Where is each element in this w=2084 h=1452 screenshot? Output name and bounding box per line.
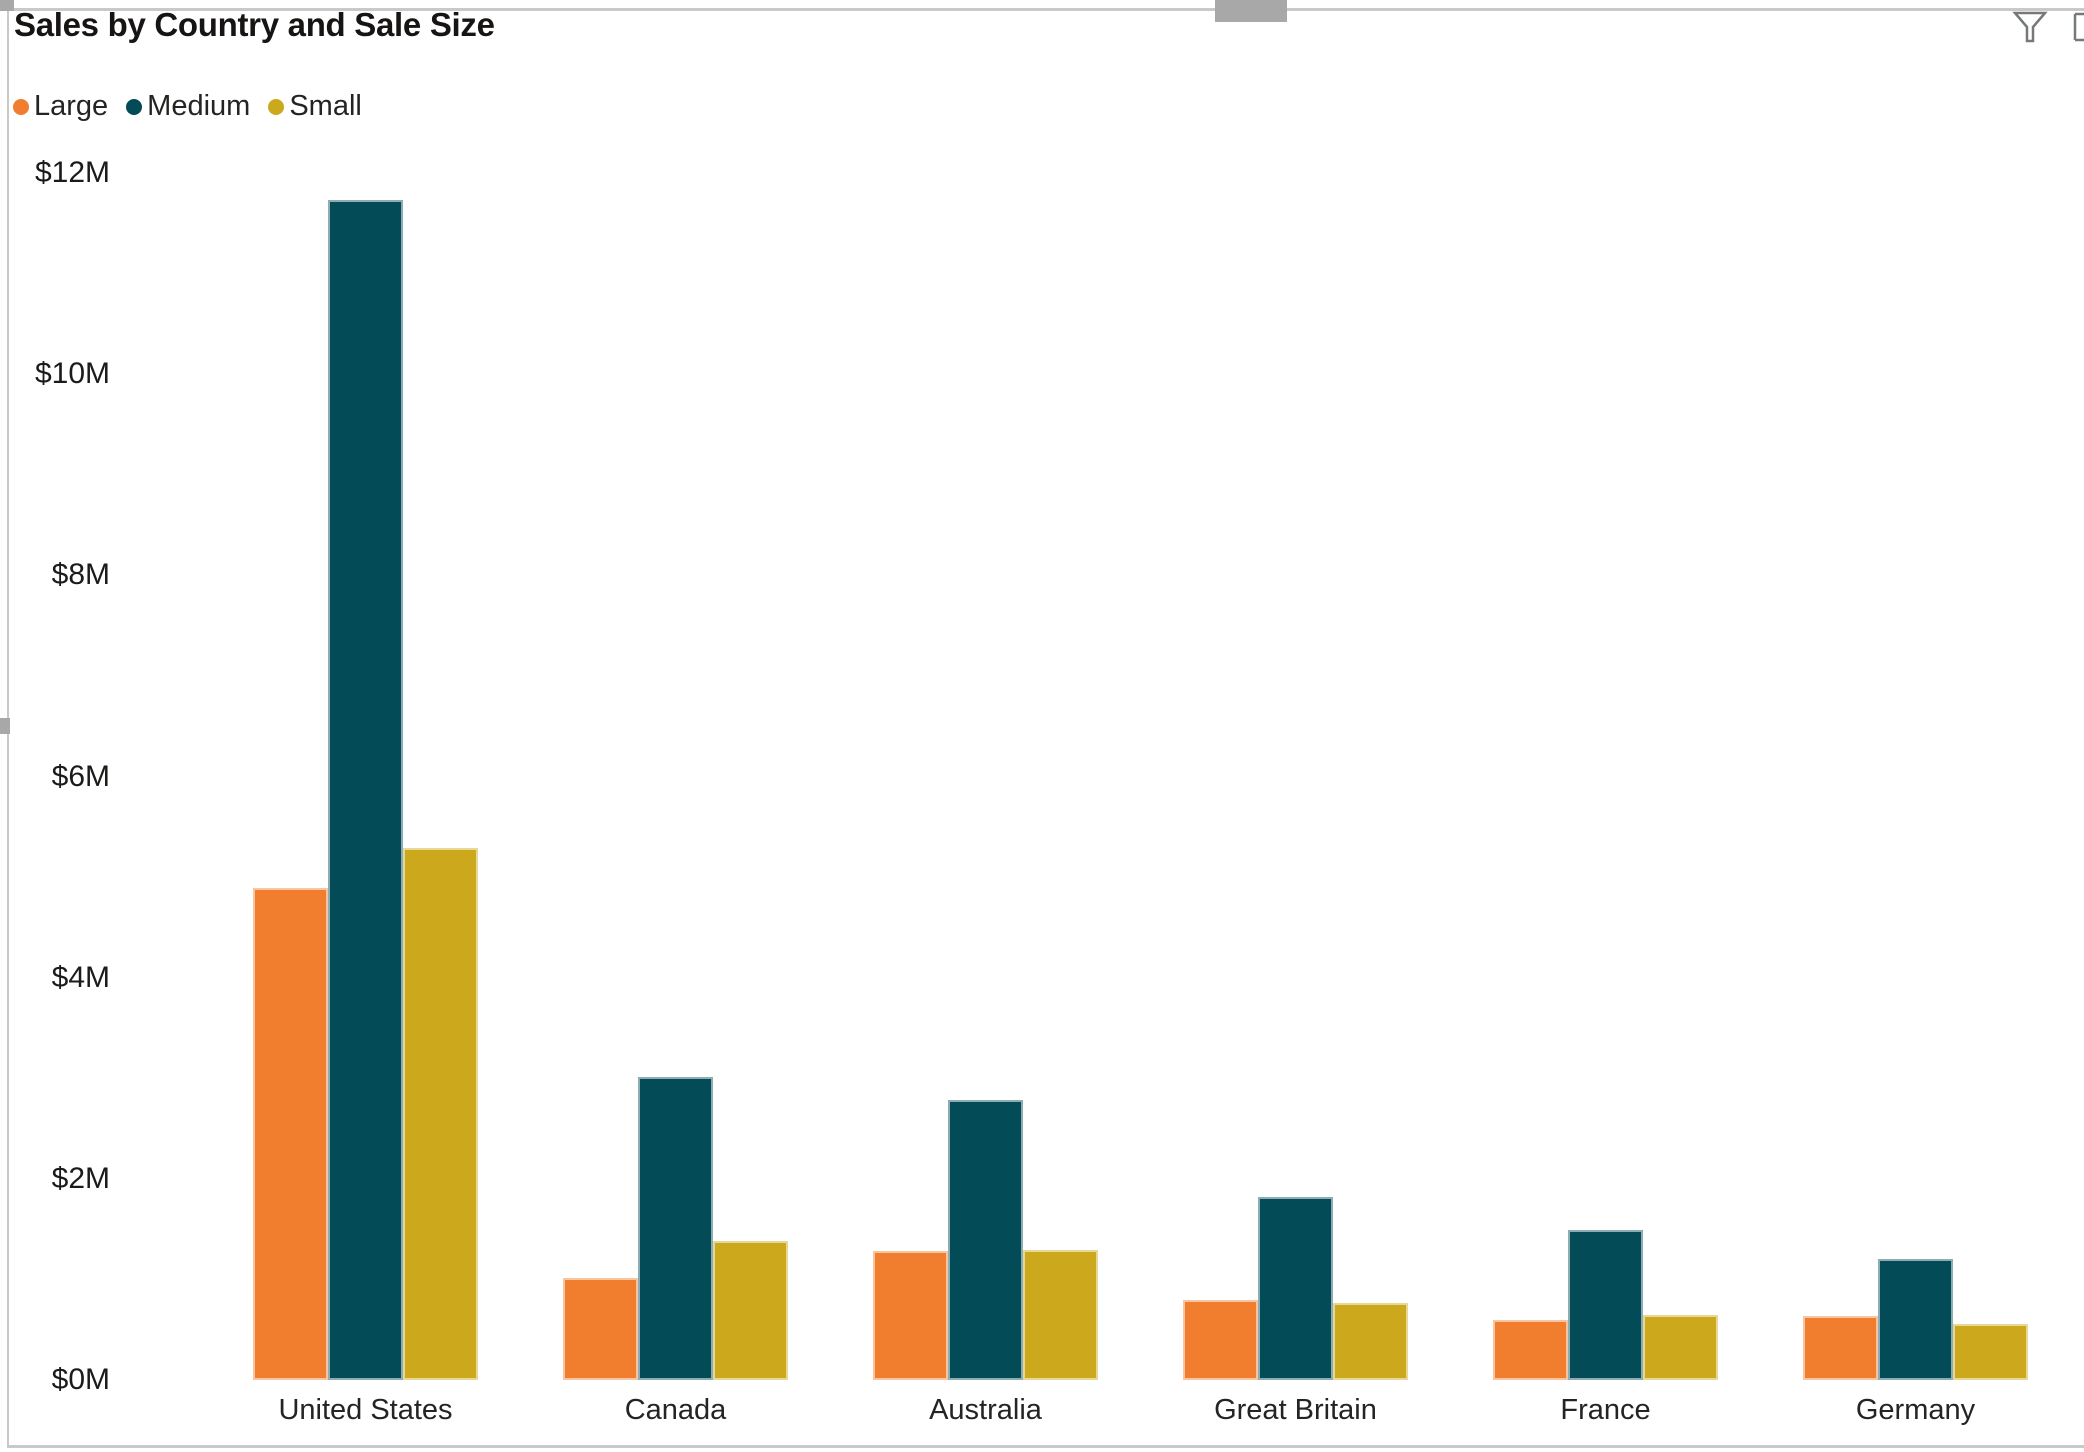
bar-canada-small[interactable] [713,1241,788,1380]
more-options-icon[interactable] [2072,10,2084,44]
visual-border-bottom [7,1445,2084,1448]
legend-dot-large [13,98,29,115]
x-axis-label-canada: Canada [624,1394,727,1426]
bar-great-britain-large[interactable] [1183,1299,1258,1380]
legend-dot-small [268,98,285,115]
bar-united-states-medium[interactable] [328,200,403,1380]
visual-header-icons [2012,10,2084,44]
bar-great-britain-small[interactable] [1333,1302,1408,1380]
resize-handle-top[interactable] [1215,0,1287,22]
legend-label: Large [34,90,109,122]
legend-label: Small [289,90,362,122]
y-axis-tick-label: $8M [51,558,110,592]
bar-united-states-large[interactable] [253,888,328,1380]
legend-item-small[interactable]: Small [268,92,362,121]
bar-australia-medium[interactable] [948,1100,1023,1380]
chart-title: Sales by Country and Sale Size [14,6,495,43]
visual-border-top [7,8,2084,11]
legend: Large Medium Small [13,92,362,121]
bar-united-states-small[interactable] [403,847,478,1380]
bar-canada-large[interactable] [563,1278,638,1380]
filter-icon[interactable] [2012,10,2048,44]
y-axis-tick-label: $6M [51,759,110,793]
x-axis-label-france: France [1560,1394,1651,1426]
bar-australia-small[interactable] [1023,1250,1098,1380]
x-axis-label-great-britain: Great Britain [1214,1394,1377,1426]
y-axis-tick-label: $4M [51,960,110,994]
bar-germany-small[interactable] [1953,1323,2028,1380]
legend-dot-medium [126,98,143,115]
x-axis-label-australia: Australia [929,1394,1042,1426]
legend-label: Medium [147,90,251,122]
resize-handle-top-left[interactable] [0,0,14,11]
y-axis-tick-label: $10M [34,357,110,391]
bar-canada-medium[interactable] [638,1077,713,1380]
legend-item-medium[interactable]: Medium [126,92,250,121]
bar-australia-large[interactable] [873,1251,948,1380]
resize-handle-left[interactable] [0,718,10,734]
y-axis-tick-label: $12M [34,156,110,189]
bar-france-medium[interactable] [1568,1230,1643,1380]
bar-germany-medium[interactable] [1878,1259,1953,1380]
x-axis-label-germany: Germany [1855,1394,1976,1426]
bar-france-small[interactable] [1643,1314,1718,1380]
legend-item-large[interactable]: Large [13,92,108,121]
bar-germany-large[interactable] [1803,1315,1878,1380]
bar-great-britain-medium[interactable] [1258,1196,1333,1380]
y-axis-tick-label: $2M [51,1161,110,1195]
x-axis-label-united-states: United States [278,1394,453,1426]
y-axis-tick-label: $0M [51,1363,110,1396]
bar-france-large[interactable] [1493,1319,1568,1380]
